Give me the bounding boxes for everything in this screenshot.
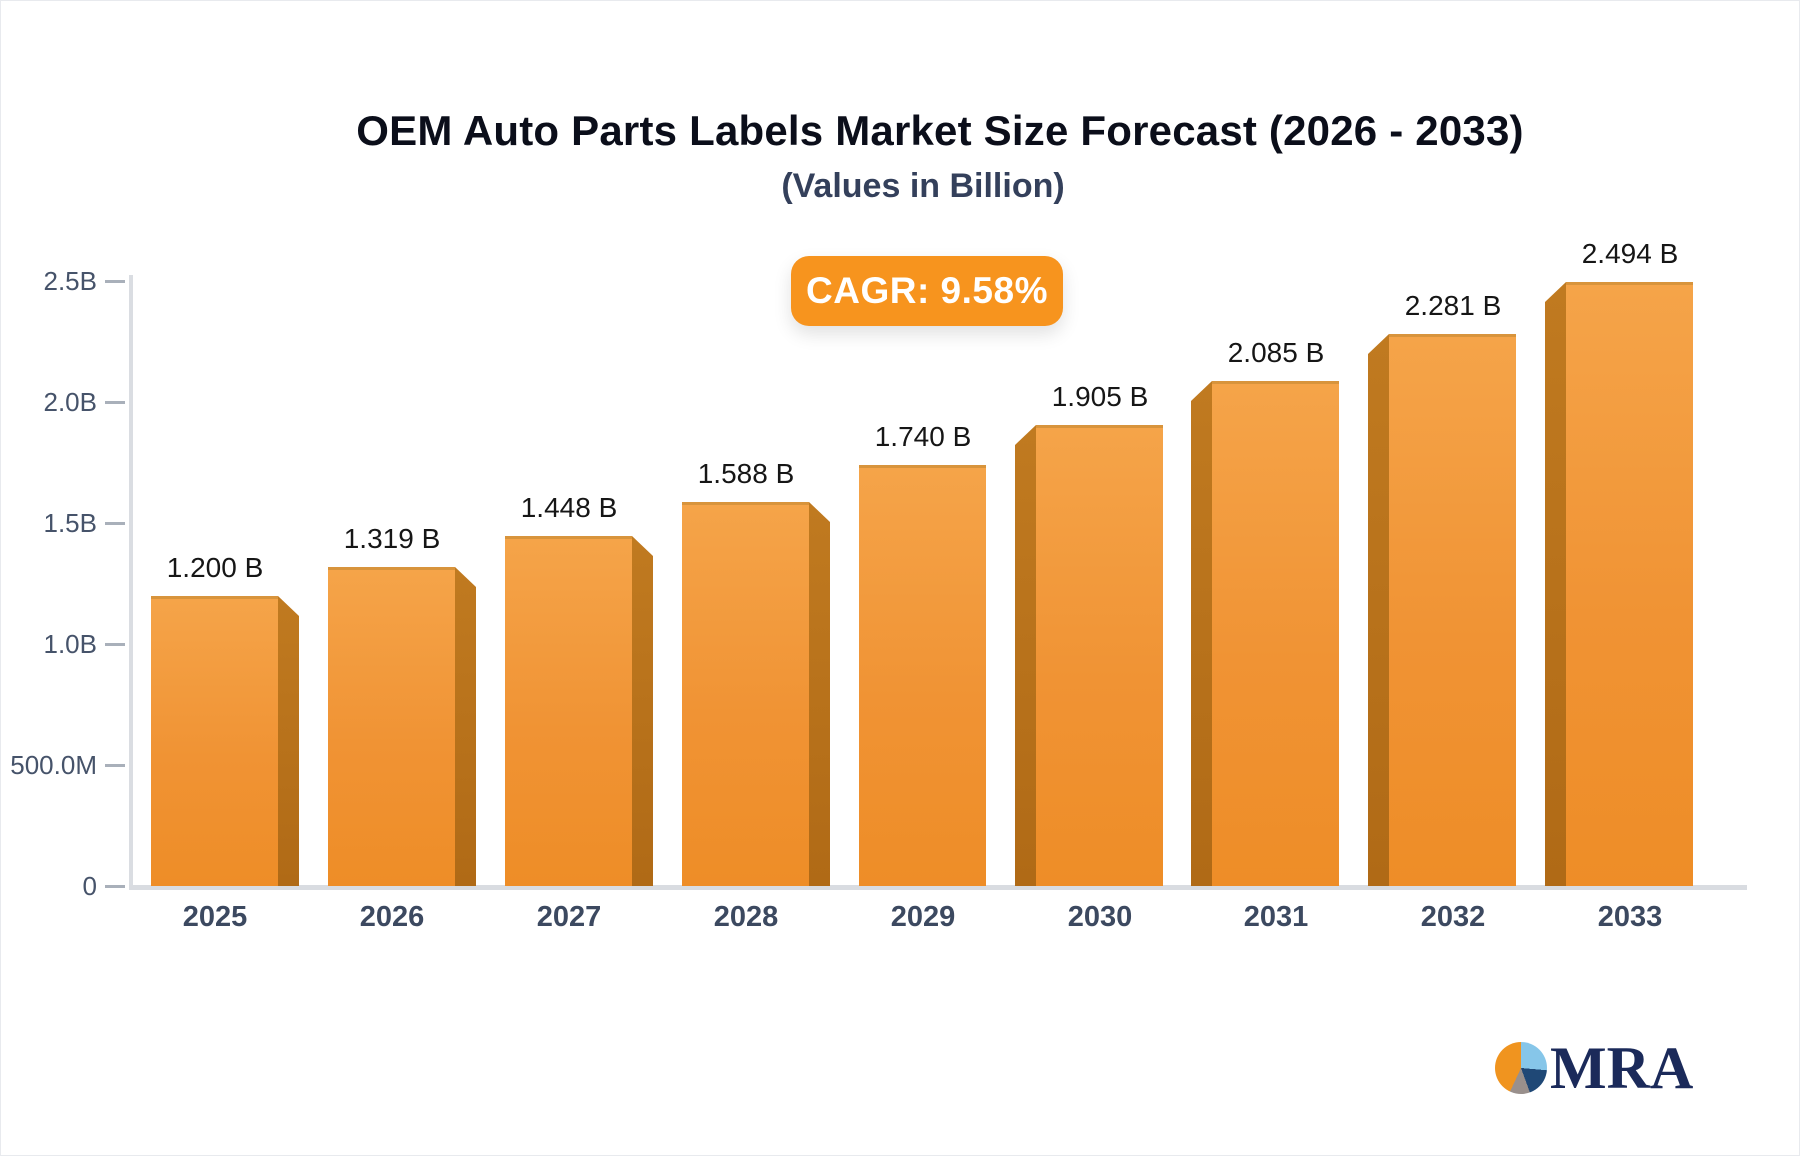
bar xyxy=(1566,282,1693,886)
chart-title: OEM Auto Parts Labels Market Size Foreca… xyxy=(356,107,1524,154)
brand-logo-text: MRA xyxy=(1550,1035,1694,1101)
y-axis-tick xyxy=(105,764,125,767)
y-axis-tick xyxy=(105,401,125,404)
bar xyxy=(859,465,986,886)
x-axis-label: 2028 xyxy=(713,901,779,933)
bar xyxy=(328,567,455,886)
bar-side-face xyxy=(1368,334,1389,886)
y-axis-tick-label: 2.0B xyxy=(43,387,98,417)
cagr-badge: CAGR: 9.58% xyxy=(791,256,1063,326)
chart-subtitle: (Values in Billion) xyxy=(781,167,1065,205)
bar-value-label: 1.200 B xyxy=(166,552,264,583)
x-axis-label: 2032 xyxy=(1420,901,1486,933)
y-axis-tick-label: 1.0B xyxy=(43,629,98,659)
bar-side-face xyxy=(809,502,830,886)
bar-value-label: 2.281 B xyxy=(1404,290,1502,321)
y-axis-tick-label: 500.0M xyxy=(10,750,97,780)
pie-chart-logo-icon xyxy=(1495,1042,1547,1094)
bar-value-label: 2.085 B xyxy=(1227,337,1325,368)
bar-value-label: 1.588 B xyxy=(697,458,795,489)
x-axis-label: 2030 xyxy=(1067,901,1133,933)
bar-side-face xyxy=(455,567,476,886)
bar-value-label: 1.319 B xyxy=(343,523,441,554)
y-axis-tick xyxy=(105,280,125,283)
bar-side-face xyxy=(278,596,299,886)
bar xyxy=(682,502,809,886)
y-axis-tick xyxy=(105,522,125,525)
x-axis-label: 2029 xyxy=(890,901,956,933)
y-axis-tick xyxy=(105,885,125,888)
bar xyxy=(1212,381,1339,886)
bar xyxy=(1389,334,1516,886)
y-axis-line xyxy=(129,275,133,889)
x-axis-label: 2026 xyxy=(359,901,425,933)
bar-value-label: 1.448 B xyxy=(520,492,618,523)
brand-logo: MRA xyxy=(1495,1035,1694,1101)
bar-side-face xyxy=(1015,425,1036,886)
bar-side-face xyxy=(1191,381,1212,886)
x-axis-line xyxy=(129,885,1747,890)
bar-value-label: 1.740 B xyxy=(874,421,972,452)
x-axis-label: 2027 xyxy=(536,901,602,933)
x-axis-label: 2025 xyxy=(182,901,248,933)
x-axis-label: 2033 xyxy=(1597,901,1663,933)
y-axis-tick-label: 2.5B xyxy=(43,266,98,296)
y-axis-tick xyxy=(105,643,125,646)
bar xyxy=(1036,425,1163,886)
bar-value-label: 2.494 B xyxy=(1581,238,1679,269)
bar-value-label: 1.905 B xyxy=(1051,381,1149,412)
bar xyxy=(505,536,632,886)
bar-side-face xyxy=(632,536,653,886)
y-axis-tick-label: 1.5B xyxy=(43,508,98,538)
y-axis-tick-label: 0 xyxy=(82,871,97,901)
bar-side-face xyxy=(1545,282,1566,886)
bar xyxy=(151,596,278,886)
x-axis-label: 2031 xyxy=(1243,901,1309,933)
